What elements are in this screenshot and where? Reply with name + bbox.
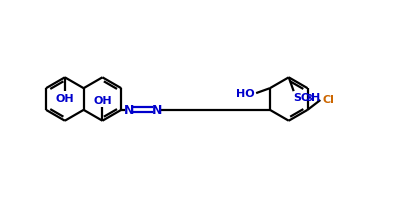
Text: OH: OH xyxy=(56,94,74,104)
Text: OH: OH xyxy=(93,96,112,105)
Text: N: N xyxy=(124,104,134,117)
Text: HO: HO xyxy=(235,89,254,99)
Text: Cl: Cl xyxy=(322,95,334,104)
Text: 3: 3 xyxy=(307,94,312,103)
Text: N: N xyxy=(152,104,162,117)
Text: SO: SO xyxy=(293,93,311,103)
Text: H: H xyxy=(311,93,321,103)
